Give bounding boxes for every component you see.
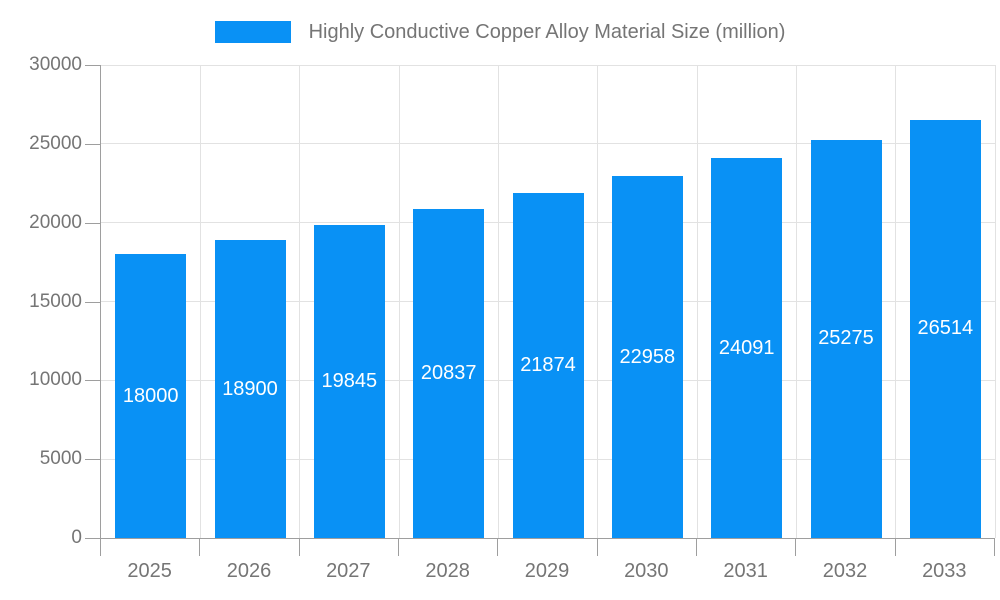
bar-value-label: 18900: [222, 377, 278, 400]
gridline-v: [994, 65, 996, 538]
x-tick-label: 2031: [723, 560, 768, 582]
bar: 18000: [115, 254, 187, 538]
bar: 21874: [512, 193, 584, 538]
x-axis-tick: [199, 538, 201, 556]
bar-value-label: 18000: [122, 384, 179, 407]
chart-legend: Highly Conductive Copper Alloy Material …: [0, 20, 1000, 44]
x-axis-tick: [298, 538, 300, 556]
y-tick-label: 10000: [29, 369, 82, 391]
bar: 20837: [413, 209, 485, 538]
gridline-v: [398, 65, 400, 538]
gridline-v: [299, 65, 301, 538]
x-axis-tick: [100, 538, 101, 556]
bar-value-label: 25275: [818, 327, 874, 350]
y-axis-tick: [85, 380, 100, 382]
y-axis-tick: [85, 222, 100, 224]
x-axis-tick: [398, 538, 399, 556]
x-tick-label: 2033: [922, 560, 967, 582]
x-tick-label: 2026: [226, 560, 272, 582]
y-tick-label: 30000: [29, 54, 82, 75]
x-axis-tick: [596, 538, 598, 556]
x-tick-label: 2027: [326, 560, 371, 582]
bar: 26514: [909, 119, 981, 538]
bar: 19845: [313, 225, 385, 538]
x-axis-tick: [795, 538, 797, 556]
x-tick-label: 2028: [425, 560, 470, 582]
x-axis-tick: [696, 538, 697, 556]
gridline-v: [597, 65, 599, 538]
y-tick-label: 20000: [29, 211, 82, 233]
bar: 18900: [214, 240, 286, 538]
bar-value-label: 19845: [321, 370, 378, 393]
y-axis-tick: [85, 538, 100, 539]
gridline-v: [795, 65, 797, 538]
legend-title: Highly Conductive Copper Alloy Material …: [308, 20, 786, 43]
x-tick-label: 2030: [624, 560, 669, 582]
y-tick-label: 25000: [29, 132, 82, 154]
plot-area: 18000 18900 19845 20837 21874 22958 24091 25275…: [100, 64, 996, 539]
x-axis-tick: [894, 538, 896, 556]
y-tick-label: 5000: [39, 448, 82, 470]
y-axis-tick: [85, 143, 100, 145]
y-axis-tick: [85, 301, 100, 303]
x-axis-tick: [497, 538, 499, 556]
gridline-v: [696, 65, 698, 538]
x-axis-tick: [994, 538, 995, 556]
bar-value-label: 26514: [917, 317, 974, 340]
bar: 24091: [711, 158, 783, 538]
gridline-v: [199, 65, 201, 538]
gridline-h: [101, 143, 995, 145]
x-tick-label: 2032: [822, 560, 868, 582]
gridline-v: [497, 65, 499, 538]
y-tick-label: 15000: [29, 290, 82, 312]
bar-value-label: 20837: [420, 362, 477, 385]
bar: 22958: [611, 176, 683, 538]
bar: 25275: [810, 139, 882, 538]
x-tick-label: 2025: [127, 560, 172, 582]
bar-value-label: 21874: [520, 354, 576, 377]
y-tick-label: 0: [71, 527, 82, 548]
y-axis-tick: [85, 459, 100, 461]
legend-swatch: [214, 21, 291, 43]
x-tick-label: 2029: [524, 560, 570, 582]
y-axis-tick: [85, 65, 100, 66]
gridline-h: [101, 64, 995, 66]
bar-value-label: 24091: [718, 336, 775, 359]
bar-value-label: 22958: [619, 345, 676, 368]
gridline-v: [895, 65, 897, 538]
